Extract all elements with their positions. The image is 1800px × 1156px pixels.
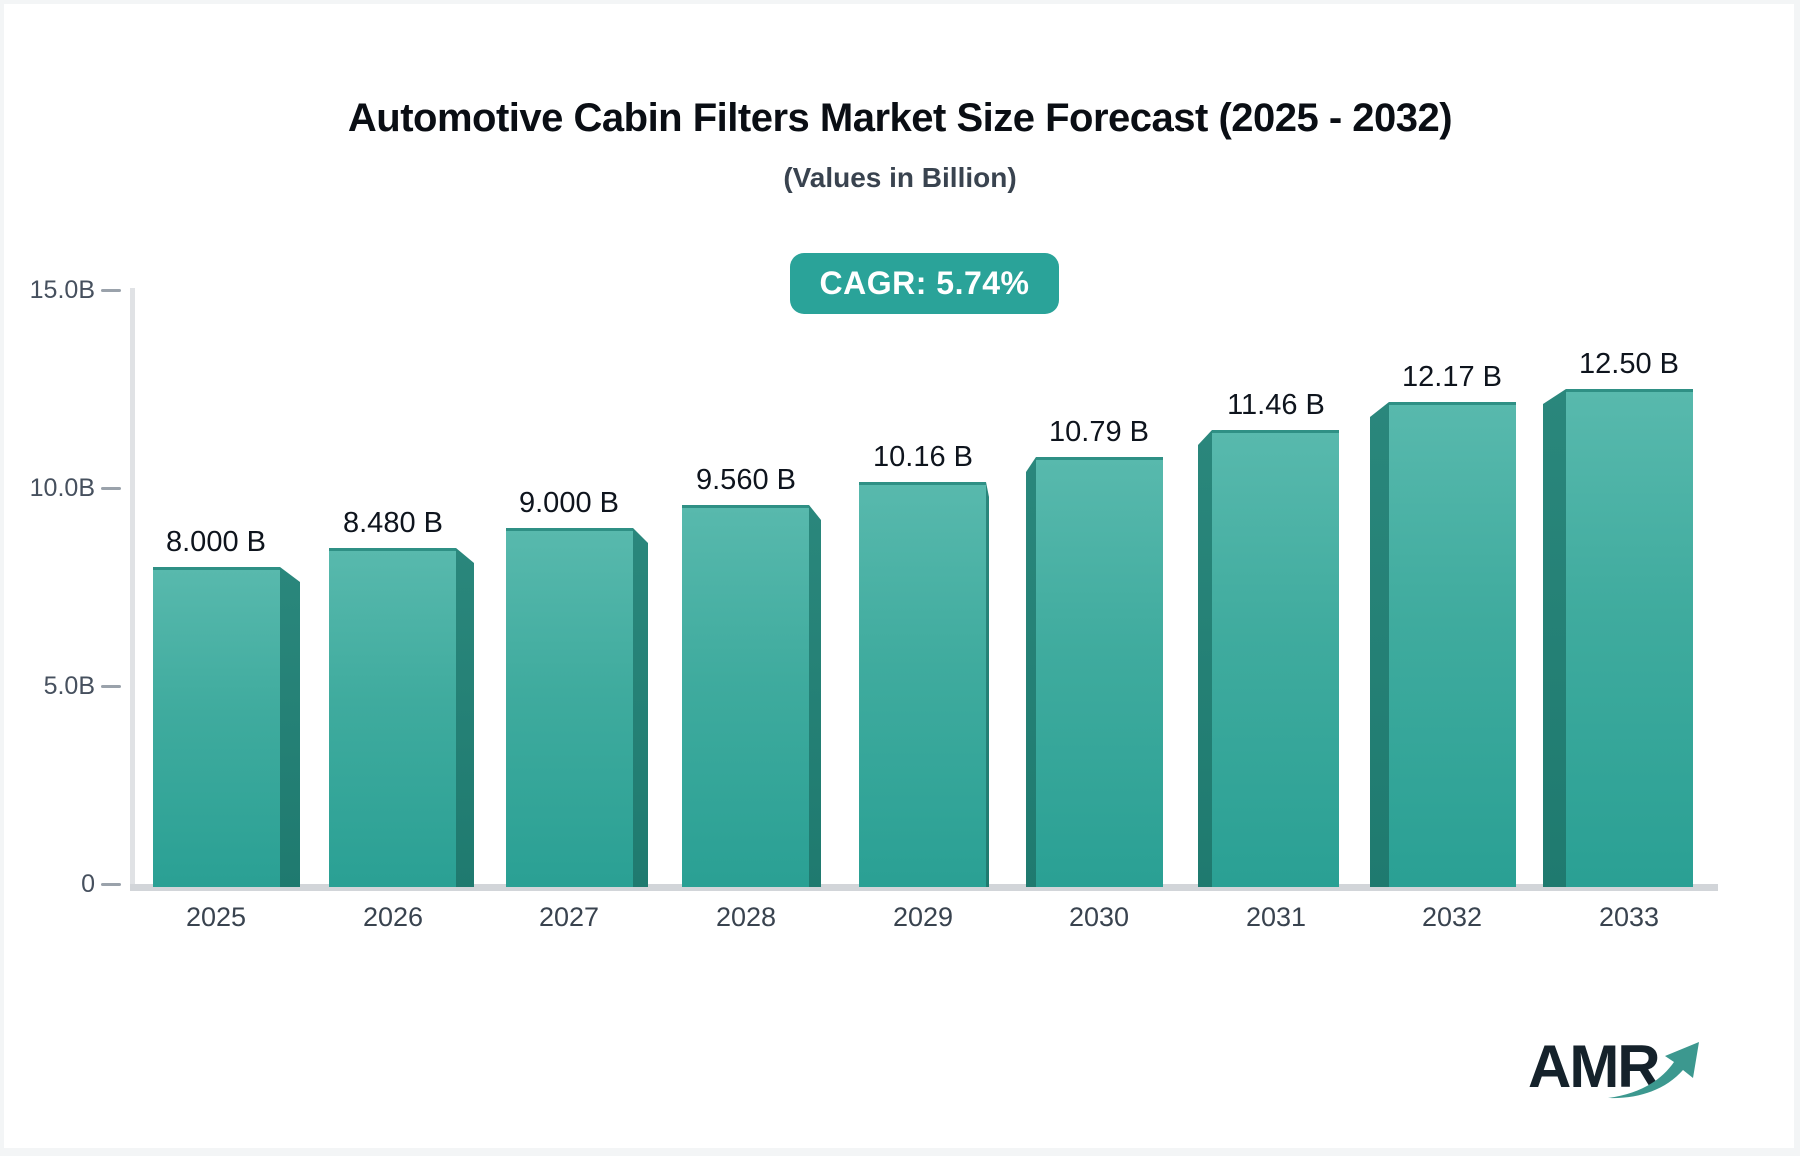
y-axis-tick-label: 10.0B	[29, 474, 95, 502]
y-axis-tick	[101, 487, 121, 490]
bar-2031	[1212, 430, 1339, 887]
amr-logo-text: AMR	[1528, 1033, 1661, 1100]
bar-2027	[506, 528, 633, 887]
bar-side-face-2033	[1543, 389, 1566, 887]
chart-subtitle: (Values in Billion)	[783, 162, 1017, 193]
bar-value-label-2032: 12.17 B	[1402, 361, 1502, 393]
bar-2029	[859, 482, 986, 887]
bar-2026	[329, 548, 456, 887]
y-axis-line	[130, 288, 135, 886]
bar-value-label-2025: 8.000 B	[166, 526, 266, 558]
x-axis-label-2026: 2026	[362, 902, 424, 932]
x-axis-label-2030: 2030	[1068, 902, 1130, 932]
bar-2025	[153, 567, 280, 887]
x-axis-label-2033: 2033	[1598, 902, 1660, 932]
bar-value-label-2030: 10.79 B	[1049, 416, 1149, 448]
bar-2030	[1036, 457, 1163, 887]
bar-side-face-2025	[280, 567, 300, 887]
x-axis-label-2028: 2028	[715, 902, 777, 932]
y-axis-tick	[101, 289, 121, 292]
bar-side-face-2027	[633, 528, 648, 887]
bar-side-face-2028	[809, 505, 821, 887]
amr-logo: AMR	[1528, 1032, 1708, 1112]
bar-value-label-2031: 11.46 B	[1227, 389, 1325, 421]
bar-value-label-2029: 10.16 B	[873, 441, 973, 473]
y-axis-tick-label: 15.0B	[29, 276, 95, 304]
bar-value-label-2033: 12.50 B	[1579, 348, 1679, 380]
bar-side-face-2032	[1370, 402, 1389, 887]
y-axis-tick	[101, 883, 121, 886]
cagr-badge: CAGR: 5.74%	[790, 253, 1059, 314]
y-axis-tick	[101, 685, 121, 688]
chart-title: Automotive Cabin Filters Market Size For…	[347, 96, 1453, 140]
x-axis-label-2027: 2027	[538, 902, 600, 932]
bar-value-label-2028: 9.560 B	[696, 464, 796, 496]
growth-arrow-icon	[1608, 1042, 1699, 1099]
bar-side-face-2030	[1026, 457, 1036, 887]
bar-side-face-2029	[986, 482, 989, 887]
bar-value-label-2026: 8.480 B	[343, 507, 443, 539]
cagr-badge-label: CAGR: 5.74%	[819, 265, 1030, 301]
bar-side-face-2026	[456, 548, 474, 887]
x-axis-baseline	[130, 884, 1718, 891]
bar-2033	[1566, 389, 1693, 887]
y-axis-tick-label: 0	[81, 870, 95, 898]
bar-2028	[682, 505, 809, 887]
bar-2032	[1389, 402, 1516, 887]
x-axis-label-2032: 2032	[1421, 902, 1483, 932]
x-axis-label-2031: 2031	[1245, 902, 1307, 932]
bar-value-label-2027: 9.000 B	[519, 487, 619, 519]
bar-side-face-2031	[1198, 430, 1212, 887]
x-axis-label-2025: 2025	[185, 902, 247, 932]
y-axis-tick-label: 5.0B	[43, 672, 95, 700]
x-axis-label-2029: 2029	[892, 902, 954, 932]
